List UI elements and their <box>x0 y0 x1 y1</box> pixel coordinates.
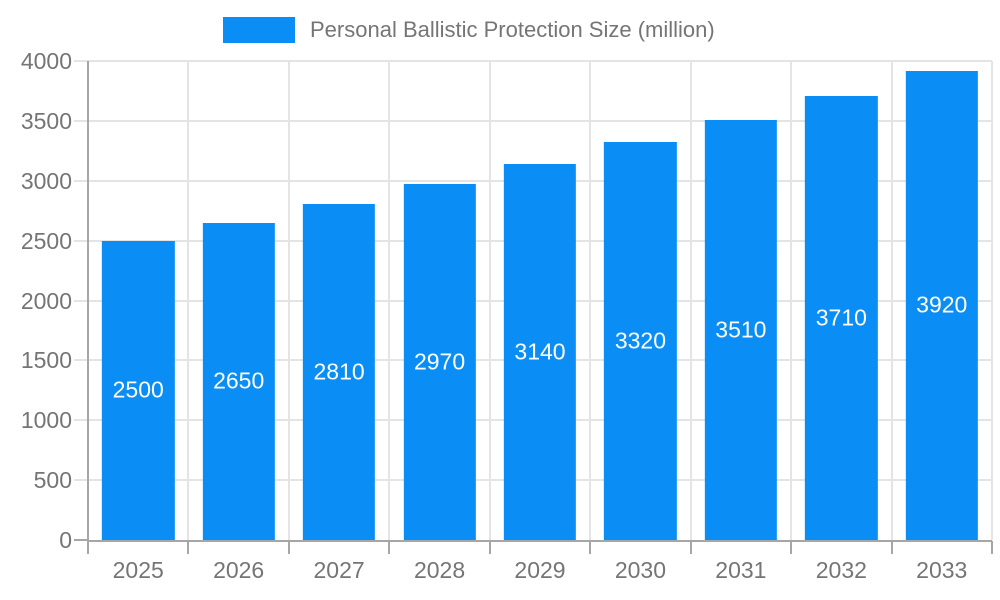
bar-2025[interactable]: 2500 <box>102 240 175 540</box>
x-axis-tick <box>689 541 692 554</box>
category-cell: 2500 <box>88 61 188 540</box>
bar-2032[interactable]: 3710 <box>805 95 878 540</box>
legend-label: Personal Ballistic Protection Size (mill… <box>310 17 715 42</box>
category-cell: 3510 <box>691 61 791 540</box>
y-axis-tick <box>74 419 88 422</box>
y-axis-label: 1000 <box>20 407 72 434</box>
legend-item[interactable]: Personal Ballistic Protection Size (mill… <box>223 17 715 44</box>
y-axis-tick <box>74 119 88 122</box>
y-axis-tick <box>74 359 88 362</box>
y-axis-label: 0 <box>59 527 72 553</box>
bar-2033[interactable]: 3920 <box>905 70 978 540</box>
bar-value-label: 3320 <box>614 327 667 354</box>
y-axis-label: 2500 <box>20 227 72 254</box>
bar-value-label: 3510 <box>715 316 767 343</box>
category-cell: 3920 <box>892 61 992 540</box>
bar-value-label: 2650 <box>213 367 265 394</box>
gridline-h <box>88 119 992 122</box>
gridline-v <box>991 61 993 540</box>
x-axis-tick <box>991 541 993 554</box>
bar-2027[interactable]: 2810 <box>302 203 376 540</box>
y-axis-label: 500 <box>33 467 72 494</box>
legend-swatch <box>223 17 295 44</box>
y-axis-tick <box>74 539 88 541</box>
x-axis-tick <box>589 541 592 554</box>
x-axis-label: 2026 <box>213 557 265 583</box>
gridline-v <box>287 61 290 540</box>
bar-2029[interactable]: 3140 <box>503 164 577 540</box>
category-cell: 3140 <box>490 61 590 540</box>
y-axis-label: 1500 <box>20 347 72 374</box>
bar-2028[interactable]: 2970 <box>403 184 476 540</box>
category-cell: 2810 <box>289 61 389 540</box>
y-axis-tick <box>74 60 88 62</box>
x-axis-label: 2033 <box>916 557 968 583</box>
x-axis-tick <box>790 541 793 554</box>
x-axis-label: 2030 <box>614 557 667 583</box>
y-axis-line <box>87 61 89 542</box>
gridline-v <box>388 61 391 540</box>
x-axis-tick <box>287 541 290 554</box>
category-cell: 3320 <box>590 61 690 540</box>
y-axis-label: 2000 <box>20 287 72 314</box>
bar-value-label: 3140 <box>514 338 566 365</box>
bar-2031[interactable]: 3510 <box>704 119 778 540</box>
bar-value-label: 2970 <box>413 348 466 375</box>
y-axis-label: 4000 <box>20 48 72 74</box>
y-axis-label: 3500 <box>20 107 72 134</box>
x-axis-label: 2029 <box>514 557 566 583</box>
plot-area: 2500 2650 2810 2970 3140 3320 3510 3710 3920 <box>88 60 993 540</box>
category-cell: 3710 <box>791 61 891 540</box>
bar-value-label: 2500 <box>112 376 164 403</box>
x-axis-label: 2031 <box>715 557 767 583</box>
bar-value-label: 3920 <box>916 291 968 318</box>
gridline-v <box>187 61 190 540</box>
gridline-h <box>88 60 992 62</box>
gridline-v <box>890 61 893 540</box>
bar-value-label: 3710 <box>815 304 867 331</box>
x-axis-tick <box>488 541 491 554</box>
x-axis-label: 2027 <box>313 557 365 583</box>
bar-2026[interactable]: 2650 <box>202 222 275 540</box>
y-axis-tick <box>74 239 88 242</box>
gridline-v <box>790 61 793 540</box>
x-axis-tick <box>187 541 190 554</box>
bar-value-label: 2810 <box>313 358 365 385</box>
gridline-v <box>689 61 692 540</box>
x-axis-label: 2028 <box>413 557 466 583</box>
category-cell: 2970 <box>389 61 489 540</box>
category-cell: 2650 <box>188 61 288 540</box>
y-axis-label: 3000 <box>20 167 72 194</box>
y-axis-tick <box>74 299 88 302</box>
bar-2030[interactable]: 3320 <box>604 142 677 540</box>
gridline-v <box>488 61 491 540</box>
x-axis-label: 2032 <box>815 557 867 583</box>
y-axis-tick <box>74 179 88 182</box>
x-axis-tick <box>87 541 89 554</box>
x-axis-tick <box>890 541 893 554</box>
x-axis-tick <box>388 541 391 554</box>
gridline-v <box>589 61 592 540</box>
x-axis-label: 2025 <box>112 557 164 583</box>
x-axis-line <box>87 540 992 542</box>
y-axis-tick <box>74 479 88 482</box>
